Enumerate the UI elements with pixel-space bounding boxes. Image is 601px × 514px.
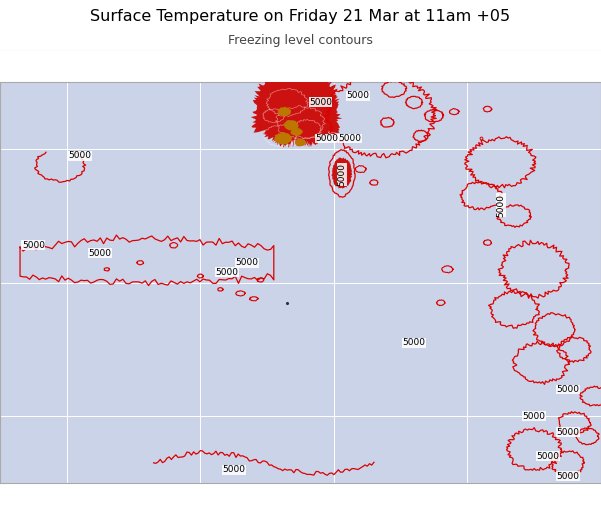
Polygon shape <box>332 157 352 189</box>
Text: 5000: 5000 <box>89 249 112 258</box>
Text: 5000: 5000 <box>222 465 245 474</box>
Text: 5000: 5000 <box>346 91 370 100</box>
Polygon shape <box>290 127 303 136</box>
Text: 5000: 5000 <box>523 412 546 421</box>
Text: Surface Temperature on Friday 21 Mar at 11am +05: Surface Temperature on Friday 21 Mar at … <box>90 9 511 24</box>
Text: 5000: 5000 <box>216 267 239 277</box>
Text: 5000: 5000 <box>496 194 505 217</box>
Polygon shape <box>274 132 292 144</box>
Text: 5000: 5000 <box>309 98 332 107</box>
Text: 5000: 5000 <box>69 151 91 160</box>
Polygon shape <box>294 138 307 146</box>
Text: 5000: 5000 <box>536 452 559 461</box>
Text: 5000: 5000 <box>236 258 258 267</box>
Polygon shape <box>251 58 343 148</box>
Text: 5000: 5000 <box>403 338 426 347</box>
Text: Freezing level contours: Freezing level contours <box>228 33 373 47</box>
Text: 5000: 5000 <box>316 134 339 143</box>
Text: 5000: 5000 <box>22 241 45 250</box>
Text: 5000: 5000 <box>338 134 361 143</box>
Text: 5000: 5000 <box>556 385 579 394</box>
Text: 5000: 5000 <box>337 163 346 186</box>
Polygon shape <box>278 107 291 116</box>
Polygon shape <box>283 120 299 131</box>
Text: 5000: 5000 <box>556 428 579 437</box>
Text: 5000: 5000 <box>556 472 579 481</box>
